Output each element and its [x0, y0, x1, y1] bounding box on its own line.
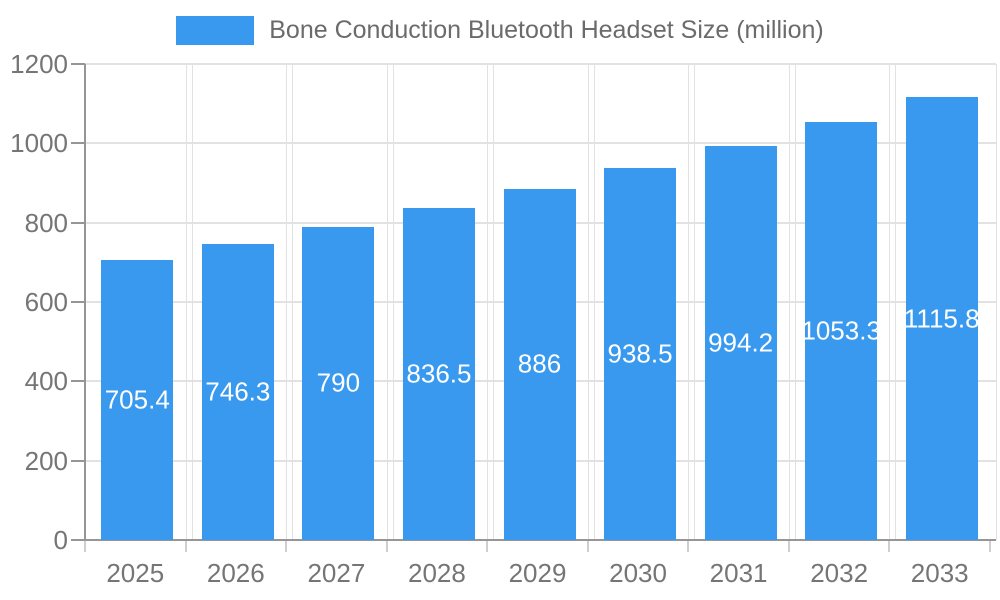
bar-value-label: 790 — [316, 367, 361, 398]
y-tick-label: 200 — [24, 445, 68, 476]
x-gridline — [895, 64, 897, 540]
x-tick-label: 2025 — [106, 558, 165, 588]
x-axis-tick — [888, 541, 891, 552]
y-axis-tick — [71, 221, 85, 224]
bar-value-label: 886 — [517, 348, 562, 379]
legend-swatch-icon — [176, 16, 255, 45]
y-axis-tick — [71, 142, 85, 145]
x-gridline — [493, 64, 495, 540]
x-axis-tick — [486, 541, 489, 552]
x-axis-tick — [989, 541, 991, 552]
x-axis-tick — [687, 541, 690, 552]
y-tick-label: 1000 — [10, 128, 68, 159]
x-axis-tick — [787, 541, 790, 552]
bar[interactable]: 790 — [302, 226, 375, 540]
x-gridline — [392, 64, 394, 540]
x-gridline — [587, 64, 589, 540]
x-tick-label: 2031 — [709, 558, 768, 588]
bar[interactable]: 886 — [503, 188, 576, 540]
x-tick-label: 2028 — [408, 558, 466, 588]
x-tick-label: 2026 — [206, 558, 265, 588]
x-tick-label: 2030 — [609, 558, 667, 588]
x-gridline — [688, 64, 690, 540]
bar-value-label: 746.3 — [205, 376, 271, 407]
x-gridline — [996, 64, 997, 540]
x-gridline — [191, 64, 193, 540]
x-axis-tick — [586, 541, 589, 552]
x-gridline — [694, 64, 696, 540]
y-gridline — [85, 63, 996, 65]
bar[interactable]: 836.5 — [402, 208, 475, 540]
y-gridline — [85, 142, 996, 145]
bar[interactable]: 994.2 — [704, 145, 777, 540]
x-gridline — [292, 64, 294, 540]
bar-value-label: 1115.8 — [903, 303, 980, 334]
x-gridline — [889, 64, 891, 540]
bar-value-label: 1053.3 — [801, 315, 881, 346]
y-axis-tick — [71, 459, 85, 462]
x-axis-tick — [184, 541, 187, 552]
x-axis-tick — [285, 541, 288, 552]
x-tick-label: 2033 — [910, 558, 969, 588]
x-gridline — [386, 64, 388, 540]
bar[interactable]: 1115.8 — [903, 97, 980, 540]
x-tick-label: 2029 — [508, 558, 567, 588]
x-axis-line — [84, 539, 996, 541]
bar-value-label: 705.4 — [104, 384, 170, 415]
bar[interactable]: 746.3 — [201, 243, 274, 540]
bar-value-label: 836.5 — [406, 358, 472, 389]
y-axis-tick — [71, 301, 85, 303]
x-gridline — [593, 64, 595, 540]
y-tick-label: 600 — [24, 287, 68, 317]
bar[interactable]: 1053.3 — [801, 122, 881, 540]
bar-value-label: 938.5 — [607, 338, 673, 369]
legend[interactable]: Bone Conduction Bluetooth Headset Size (… — [0, 16, 1000, 45]
x-axis-tick — [84, 541, 86, 552]
x-tick-label: 2027 — [307, 558, 366, 588]
y-tick-label: 800 — [24, 207, 68, 238]
y-tick-label: 400 — [24, 366, 68, 397]
x-gridline — [286, 64, 288, 540]
bar[interactable]: 938.5 — [604, 167, 677, 540]
x-axis-tick — [385, 541, 388, 552]
x-gridline — [788, 64, 790, 540]
bar[interactable]: 705.4 — [101, 260, 174, 540]
x-gridline — [487, 64, 489, 540]
x-gridline — [794, 64, 796, 540]
y-axis-tick — [71, 380, 85, 383]
y-axis-line — [84, 64, 86, 541]
y-axis-tick — [71, 63, 85, 65]
y-tick-label: 1200 — [10, 49, 68, 79]
x-tick-label: 2032 — [810, 558, 869, 588]
y-tick-label: 0 — [53, 525, 68, 555]
x-gridline — [185, 64, 187, 540]
bar-value-label: 994.2 — [708, 327, 774, 358]
y-axis-tick — [71, 539, 85, 541]
legend-label: Bone Conduction Bluetooth Headset Size (… — [269, 16, 824, 44]
